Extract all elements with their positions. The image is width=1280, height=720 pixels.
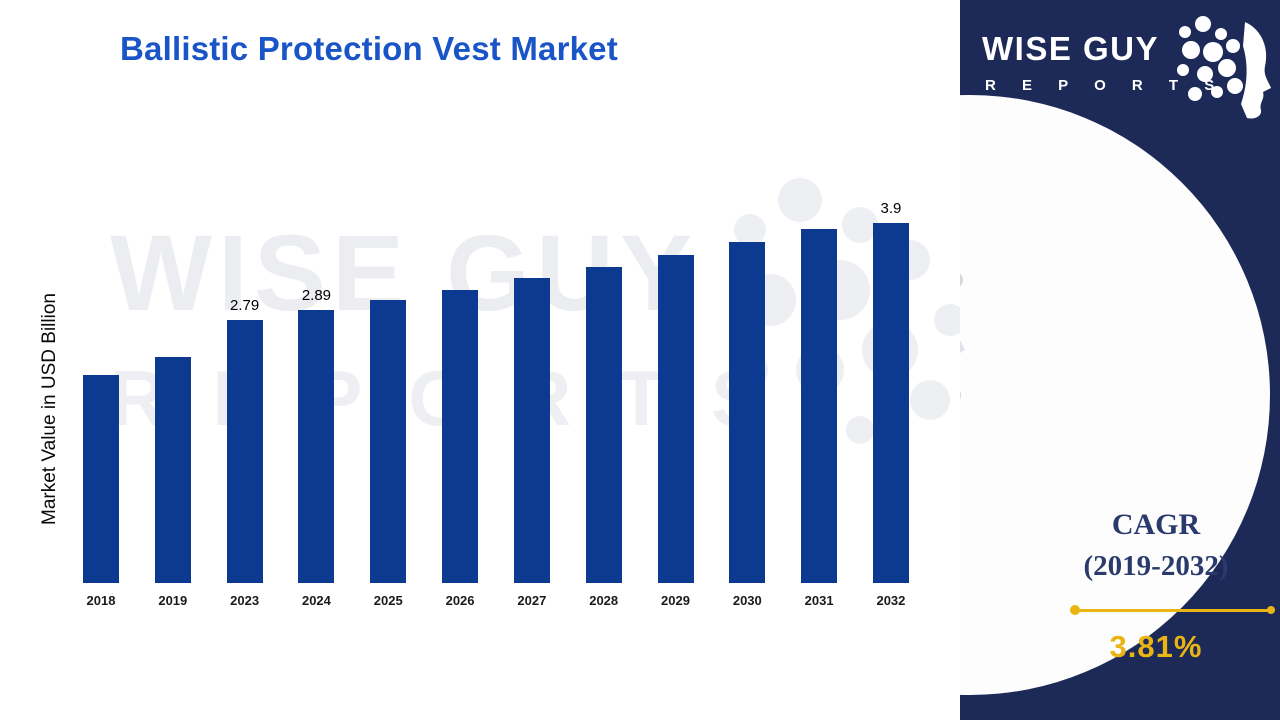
x-axis-label-2030: 2030	[732, 593, 762, 608]
x-axis-label-2023: 2023	[230, 593, 260, 608]
cagr-divider	[1040, 605, 1275, 615]
bar-value-label-2024: 2.89	[301, 287, 332, 305]
bar-value-label-2023: 2.79	[230, 296, 260, 314]
bar-group-2031: 2031	[792, 200, 846, 608]
bar-group-2024: 2.89 2024	[289, 200, 343, 608]
x-axis-label-2019: 2019	[158, 593, 188, 608]
bar-group-2027: 2027	[505, 200, 559, 608]
right-panel: WISE GUY R E P O R T S	[960, 0, 1280, 720]
x-axis-label-2024: 2024	[301, 593, 331, 608]
cagr-block: CAGR (2019-2032) 3.81%	[1040, 508, 1275, 665]
bar-2023	[226, 319, 263, 583]
divider-line	[1078, 609, 1272, 612]
bar-group-2026: 2026	[433, 200, 487, 608]
bar-2019	[154, 356, 191, 583]
bar-2028	[585, 266, 622, 583]
page-title: Ballistic Protection Vest Market	[120, 30, 618, 67]
cagr-range: (2019-2032)	[1083, 550, 1229, 582]
bar-2029	[657, 254, 694, 583]
face-silhouette-icon	[960, 340, 965, 353]
x-axis-label-2025: 2025	[373, 593, 403, 608]
bar-group-2025: 2025	[361, 200, 415, 608]
divider-left-dot-icon	[1070, 605, 1080, 615]
bar-group-2029: 2029	[649, 200, 703, 608]
wiseguy-logo: WISE GUY R E P O R T S	[982, 16, 1271, 119]
divider-right-dot-icon	[1267, 606, 1275, 614]
bar-value-label-2032: 3.9	[880, 200, 902, 217]
bar-group-2032: 3.9 2032	[864, 200, 918, 608]
logo-wiseguy-text: WISE GUY	[982, 30, 1160, 67]
x-axis-label-2031: 2031	[804, 593, 834, 608]
bar-group-2023: 2.79 2023	[218, 200, 272, 608]
x-axis-label-2028: 2028	[589, 593, 619, 608]
bar-2024	[298, 310, 335, 583]
panel-dots-icon	[960, 273, 963, 400]
bar-2030	[729, 242, 766, 583]
cagr-title: CAGR	[1111, 508, 1201, 541]
bar-group-2028: 2028	[577, 200, 631, 608]
y-axis-label: Market Value in USD Billion	[39, 293, 60, 525]
x-axis-label-2026: 2026	[445, 593, 475, 608]
bar-group-2019: 2019	[146, 200, 200, 608]
bar-2026	[442, 289, 479, 583]
x-axis-label-2027: 2027	[517, 593, 547, 608]
bar-group-2030: 2030	[720, 200, 774, 608]
x-axis-label-2018: 2018	[86, 593, 116, 608]
x-axis-label-2029: 2029	[661, 593, 690, 608]
bar-2018	[83, 375, 119, 583]
x-axis-label-2032: 2032	[876, 593, 906, 608]
cagr-value: 3.81%	[1109, 629, 1203, 664]
logo-face-dots-icon	[1177, 16, 1271, 119]
bar-2027	[513, 278, 550, 583]
bar-2031	[801, 229, 838, 583]
bar-group-2018: 2018	[74, 200, 128, 608]
logo-reports-text: R E P O R T S	[985, 77, 1226, 94]
bar-chart: 2018 2019 2.79 2023 2.89 2024 2025 2026 2027 2028…	[74, 200, 918, 608]
bar-2025	[370, 299, 407, 583]
bar-2032	[872, 222, 909, 583]
